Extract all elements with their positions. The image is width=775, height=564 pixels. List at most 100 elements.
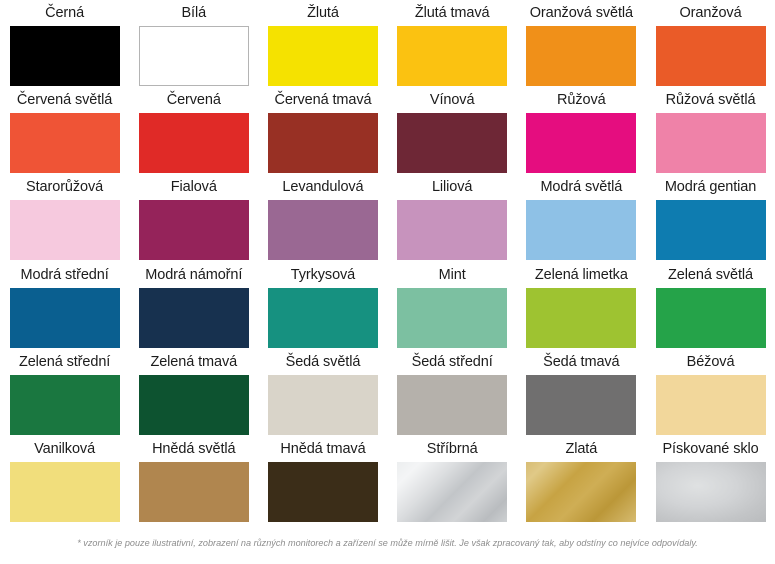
swatch-grid: Černá Bílá Žlutá Žlutá tmavá Oranžová světlá… [0,3,775,526]
swatch-label: Žlutá [307,5,339,21]
swatch-cell[interactable]: Modrá gentian [646,177,775,264]
color-swatch[interactable] [526,26,637,86]
swatch-cell[interactable]: Černá [0,3,129,90]
color-swatch[interactable] [655,113,766,174]
color-swatch[interactable] [138,374,249,435]
swatch-label: Zlatá [565,440,598,457]
color-swatch[interactable] [655,461,766,522]
color-swatch[interactable] [138,113,249,174]
swatch-cell[interactable]: Modrá světlá [517,177,646,264]
swatch-label: Modrá světlá [540,179,623,196]
footnote-text: * vzorník je pouze ilustrativní, zobraze… [77,538,698,548]
color-swatch[interactable] [267,26,378,86]
swatch-label: Červená tmavá [274,92,372,109]
swatch-cell[interactable]: Šedá tmavá [517,352,646,439]
swatch-label: Pískované sklo [662,440,759,457]
swatch-label: Modrá střední [20,266,109,283]
color-swatch[interactable] [526,200,637,261]
swatch-cell[interactable]: Červená světlá [0,90,129,177]
swatch-label: Růžová světlá [665,92,756,109]
swatch-cell[interactable]: Vanilková [0,439,129,526]
color-swatch[interactable] [138,287,249,348]
swatch-label: Mint [438,266,466,283]
swatch-cell[interactable]: Červená tmavá [258,90,387,177]
color-swatch[interactable] [397,113,508,174]
color-swatch[interactable] [267,461,378,522]
swatch-label: Modrá námořní [145,266,243,283]
swatch-cell[interactable]: Pískované sklo [646,439,775,526]
color-swatch[interactable] [397,287,508,348]
swatch-label: Béžová [686,353,735,370]
color-swatch[interactable] [526,113,637,174]
color-swatch[interactable] [9,26,120,86]
swatch-label: Stříbrná [426,440,478,457]
color-swatch[interactable] [9,287,120,348]
swatch-cell[interactable]: Oranžová [646,3,775,90]
swatch-label: Zelená tmavá [150,353,238,370]
swatch-cell[interactable]: Růžová světlá [646,90,775,177]
swatch-cell[interactable]: Šedá světlá [258,352,387,439]
swatch-label: Vanilková [34,440,96,457]
swatch-label: Šedá tmavá [543,353,620,370]
color-swatch[interactable] [526,287,637,348]
swatch-label: Zelená světlá [668,266,753,283]
swatch-cell[interactable]: Modrá střední [0,265,129,352]
swatch-label: Starorůžová [26,179,104,196]
swatch-label: Modrá gentian [664,179,757,196]
color-swatch[interactable] [655,287,766,348]
swatch-label: Hnědá světlá [152,440,236,457]
color-swatch[interactable] [267,200,378,261]
swatch-cell[interactable]: Vínová [388,90,517,177]
swatch-cell[interactable]: Modrá námořní [129,265,258,352]
color-swatch[interactable] [138,200,249,261]
swatch-cell[interactable]: Hnědá světlá [129,439,258,526]
swatch-cell[interactable]: Zlatá [517,439,646,526]
swatch-label: Hnědá tmavá [280,440,366,457]
swatch-label: Levandulová [282,179,364,196]
swatch-label: Růžová [557,92,606,109]
swatch-cell[interactable]: Bílá [129,3,258,90]
swatch-cell[interactable]: Mint [388,265,517,352]
swatch-cell[interactable]: Zelená tmavá [129,352,258,439]
color-swatch[interactable] [526,374,637,435]
swatch-cell[interactable]: Tyrkysová [258,265,387,352]
swatch-cell[interactable]: Hnědá tmavá [258,439,387,526]
swatch-label: Zelená střední [18,353,111,370]
swatch-cell[interactable]: Liliová [388,177,517,264]
color-swatch[interactable] [526,461,637,522]
color-swatch[interactable] [9,113,120,174]
color-swatch[interactable] [9,374,120,435]
swatch-cell[interactable]: Oranžová světlá [517,3,646,90]
swatch-cell[interactable]: Fialová [129,177,258,264]
color-swatch[interactable] [397,461,508,522]
swatch-cell[interactable]: Zelená limetka [517,265,646,352]
color-swatch[interactable] [9,461,120,522]
swatch-cell[interactable]: Červená [129,90,258,177]
swatch-label: Bílá [181,5,207,21]
color-swatch[interactable] [397,374,508,435]
color-swatch[interactable] [267,113,378,174]
swatch-label: Oranžová světlá [529,5,633,21]
swatch-cell[interactable]: Béžová [646,352,775,439]
color-swatch[interactable] [655,374,766,435]
swatch-cell[interactable]: Stříbrná [388,439,517,526]
swatch-label: Šedá střední [411,353,493,370]
swatch-cell[interactable]: Růžová [517,90,646,177]
color-swatch[interactable] [138,461,249,522]
swatch-cell[interactable]: Starorůžová [0,177,129,264]
color-swatch[interactable] [397,26,508,86]
color-swatch[interactable] [397,200,508,261]
color-swatch[interactable] [138,26,249,86]
swatch-cell[interactable]: Šedá střední [388,352,517,439]
swatch-cell[interactable]: Zelená střední [0,352,129,439]
color-swatch[interactable] [267,374,378,435]
color-swatch[interactable] [267,287,378,348]
swatch-cell[interactable]: Zelená světlá [646,265,775,352]
color-swatch[interactable] [655,26,766,86]
color-swatch[interactable] [655,200,766,261]
swatch-cell[interactable]: Žlutá tmavá [388,3,517,90]
swatch-cell[interactable]: Levandulová [258,177,387,264]
swatch-cell[interactable]: Žlutá [258,3,387,90]
swatch-label: Oranžová [679,5,742,21]
color-swatch[interactable] [9,200,120,261]
